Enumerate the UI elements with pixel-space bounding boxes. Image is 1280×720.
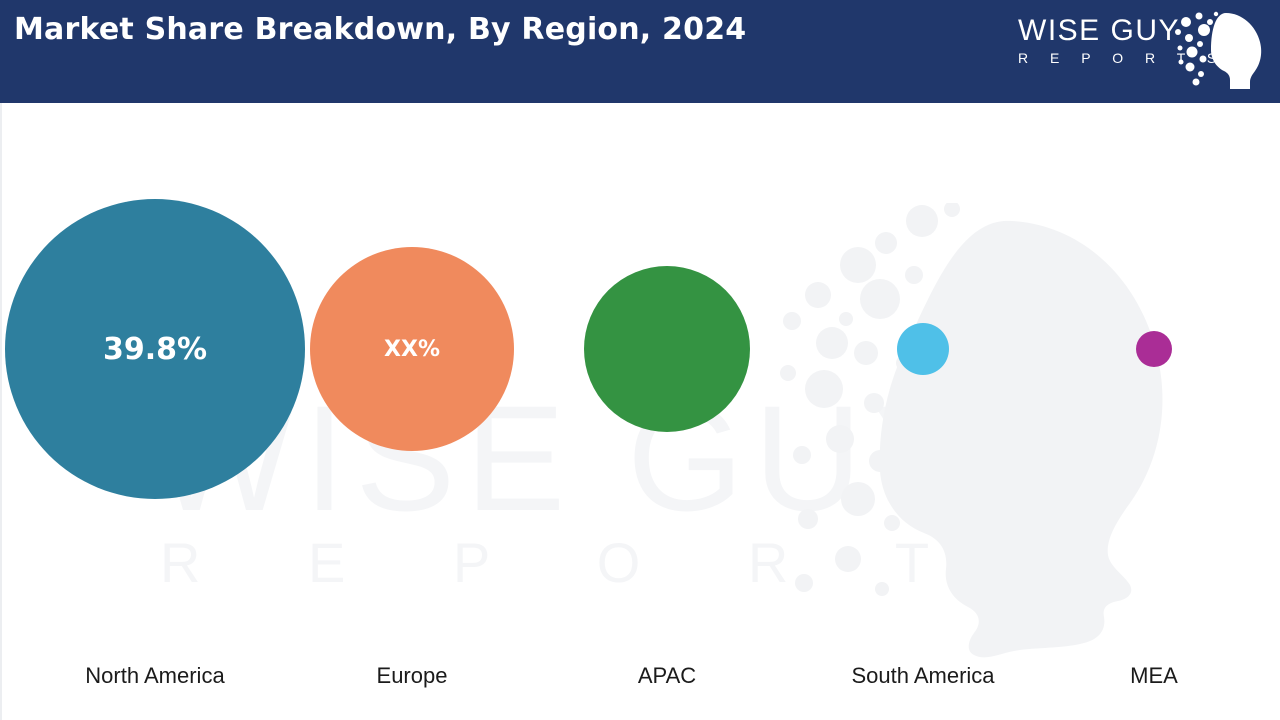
logo-primary-text: WISE GUY <box>1018 14 1181 47</box>
category-label-south-america: South America <box>851 663 995 688</box>
bubble-south-america[interactable] <box>897 323 949 375</box>
header-bar: Market Share Breakdown, By Region, 2024 … <box>0 0 1280 103</box>
chart-canvas: WISE GUY R E P O R T S <box>0 103 1280 720</box>
bubble-apac[interactable] <box>584 266 750 432</box>
category-label-north-america: North America <box>85 663 225 688</box>
bubble-north-america[interactable]: 39.8% <box>5 199 305 499</box>
bubble-value-north-america: 39.8% <box>102 331 208 367</box>
category-label-mea: MEA <box>1130 663 1178 688</box>
category-labels: North America Europe APAC South America … <box>2 663 1280 719</box>
logo-text: WISE GUY R E P O R T S <box>1018 14 1226 67</box>
bubble-mea[interactable] <box>1136 331 1172 367</box>
bubble-value-europe: XX% <box>384 336 440 362</box>
bubble-europe[interactable]: XX% <box>310 247 514 451</box>
category-label-europe: Europe <box>376 663 448 688</box>
wise-guy-reports-logo: WISE GUY R E P O R T S <box>1010 8 1270 94</box>
page-title: Market Share Breakdown, By Region, 2024 <box>14 12 747 47</box>
dotted-head-silhouette-icon <box>1175 11 1262 89</box>
logo-secondary-text: R E P O R T S <box>1018 50 1226 66</box>
bubble-series: 39.8% XX% <box>2 103 1280 720</box>
category-label-apac: APAC <box>637 663 697 688</box>
